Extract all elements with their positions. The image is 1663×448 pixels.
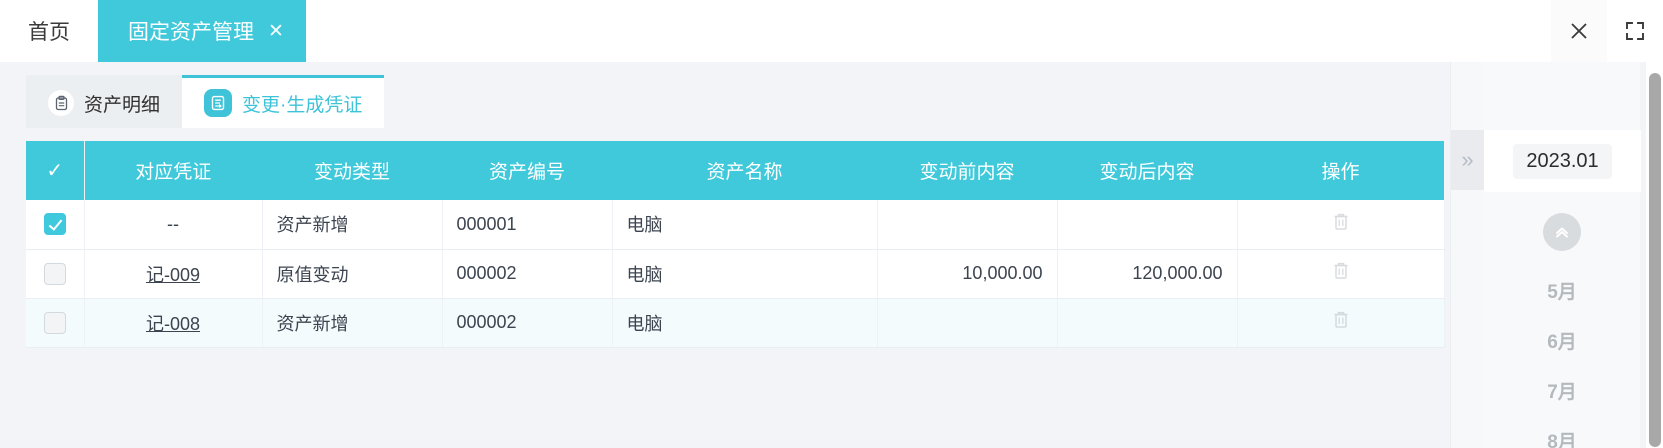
month-item[interactable]: 7月 xyxy=(1547,381,1577,403)
row-checkbox[interactable] xyxy=(43,311,66,334)
cell-after: 120,000.00 xyxy=(1057,249,1238,299)
cell-after xyxy=(1057,298,1238,348)
close-icon xyxy=(1571,23,1587,39)
cell-asset-name: 电脑 xyxy=(612,249,878,299)
sub-tab-change-voucher-label: 变更·生成凭证 xyxy=(242,94,363,116)
current-period-box: 2023.01 xyxy=(1484,130,1641,192)
fullscreen-icon xyxy=(1626,22,1644,40)
table-header-row: ✓ 对应凭证 变动类型 资产编号 资产名称 变动前内容 变动后内容 操作 xyxy=(26,141,1444,200)
cell-asset-no: 000001 xyxy=(442,200,613,250)
sub-tab-asset-detail[interactable]: 资产明细 xyxy=(26,75,183,128)
cell-before xyxy=(877,200,1058,250)
current-period-value[interactable]: 2023.01 xyxy=(1513,143,1612,179)
table-row[interactable]: -- 资产新增 000001 电脑 xyxy=(26,200,1445,250)
cell-before xyxy=(877,298,1058,348)
column-header-change-type[interactable]: 变动类型 xyxy=(262,141,442,200)
row-checkbox[interactable] xyxy=(43,262,66,285)
column-header-select-all[interactable]: ✓ xyxy=(26,141,85,200)
sub-tab-bar: 资产明细 变更·生成凭证 xyxy=(26,75,385,128)
cell-voucher[interactable]: 记-008 xyxy=(84,298,263,348)
window-close-button[interactable] xyxy=(1551,0,1607,62)
sub-tab-change-voucher[interactable]: 变更·生成凭证 xyxy=(182,75,385,128)
cell-voucher: -- xyxy=(84,200,263,250)
table-row[interactable]: 记-009 原值变动 000002 电脑 10,000.00 120,000.0… xyxy=(26,249,1445,299)
trash-icon[interactable] xyxy=(1331,211,1351,238)
vertical-scrollbar[interactable] xyxy=(1646,62,1663,448)
tab-close-icon[interactable]: ✕ xyxy=(268,20,284,42)
voucher-link[interactable]: 记-008 xyxy=(145,313,201,334)
change-voucher-table: ✓ 对应凭证 变动类型 资产编号 资产名称 变动前内容 变动后内容 操作 xyxy=(26,141,1445,348)
cell-operation xyxy=(1237,200,1445,250)
row-checkbox[interactable] xyxy=(43,213,66,236)
cell-after xyxy=(1057,200,1238,250)
tab-fixed-asset-management[interactable]: 固定资产管理 ✕ xyxy=(98,0,306,62)
trash-icon[interactable] xyxy=(1331,260,1351,287)
trash-icon[interactable] xyxy=(1331,309,1351,336)
double-chevron-right-icon: » xyxy=(1461,147,1474,172)
column-header-asset-name[interactable]: 资产名称 xyxy=(612,141,877,200)
rail-collapse-button[interactable]: » xyxy=(1451,130,1484,190)
main-panel: 资产明细 变更·生成凭证 生成凭证 xyxy=(0,62,1450,448)
period-rail: » 2023.01 5月 6月 7月 8月 9月 xyxy=(1450,62,1641,448)
double-chevron-up-icon xyxy=(1556,227,1568,238)
window-fullscreen-button[interactable] xyxy=(1607,0,1663,62)
column-header-after[interactable]: 变动后内容 xyxy=(1057,141,1237,200)
voucher-document-icon xyxy=(204,89,233,117)
row-checkbox-cell[interactable] xyxy=(26,298,85,348)
period-scroll-up-button[interactable] xyxy=(1543,213,1581,251)
sub-tab-asset-detail-label: 资产明细 xyxy=(84,94,161,116)
cell-asset-name: 电脑 xyxy=(612,200,878,250)
row-checkbox-cell[interactable] xyxy=(26,200,85,250)
row-checkbox-cell[interactable] xyxy=(26,249,85,299)
table-row[interactable]: 记-008 资产新增 000002 电脑 xyxy=(26,298,1445,348)
cell-asset-no: 000002 xyxy=(442,298,613,348)
rail-content: 2023.01 5月 6月 7月 8月 9月 xyxy=(1484,62,1641,448)
cell-asset-no: 000002 xyxy=(442,249,613,299)
cell-before: 10,000.00 xyxy=(877,249,1058,299)
column-header-operation[interactable]: 操作 xyxy=(1237,141,1444,200)
cell-operation xyxy=(1237,298,1445,348)
check-icon: ✓ xyxy=(46,160,64,182)
month-item[interactable]: 5月 xyxy=(1547,281,1577,303)
cell-voucher[interactable]: 记-009 xyxy=(84,249,263,299)
window-tab-bar: 首页 固定资产管理 ✕ xyxy=(0,0,1663,62)
month-item[interactable]: 6月 xyxy=(1547,331,1577,353)
month-list: 5月 6月 7月 8月 9月 xyxy=(1484,265,1640,448)
column-header-asset-no[interactable]: 资产编号 xyxy=(442,141,612,200)
cell-asset-name: 电脑 xyxy=(612,298,878,348)
tab-home-label: 首页 xyxy=(28,21,70,44)
month-item[interactable]: 8月 xyxy=(1547,431,1577,448)
scrollbar-thumb[interactable] xyxy=(1649,73,1661,447)
tab-home[interactable]: 首页 xyxy=(0,0,98,62)
cell-change-type: 原值变动 xyxy=(262,249,443,299)
voucher-link[interactable]: 记-009 xyxy=(145,264,201,285)
cell-change-type: 资产新增 xyxy=(262,200,443,250)
clipboard-icon xyxy=(48,90,74,116)
cell-operation xyxy=(1237,249,1445,299)
column-header-voucher[interactable]: 对应凭证 xyxy=(84,141,262,200)
column-header-before[interactable]: 变动前内容 xyxy=(877,141,1057,200)
tab-fixed-asset-management-label: 固定资产管理 xyxy=(128,21,254,44)
cell-change-type: 资产新增 xyxy=(262,298,443,348)
window-controls xyxy=(1551,0,1663,62)
